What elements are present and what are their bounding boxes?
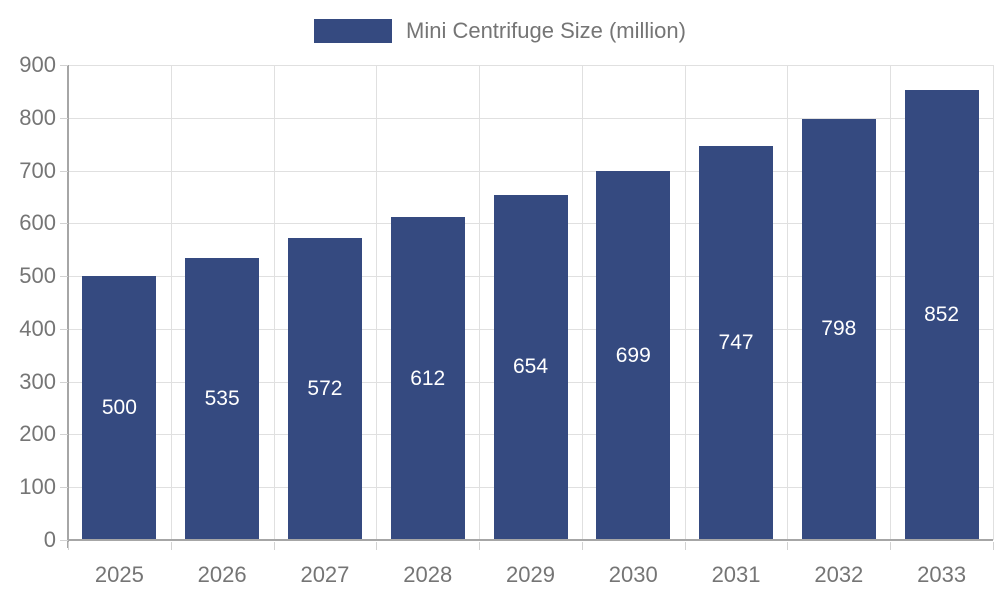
bar-2032: 798: [801, 118, 876, 540]
gridline-v: [273, 65, 275, 540]
y-tick-label: 600: [19, 210, 56, 236]
y-tick-label: 500: [19, 263, 56, 289]
bar-2025: 500: [82, 276, 157, 540]
gridline-v: [581, 65, 583, 540]
y-tick: [60, 223, 68, 225]
bar-2031: 747: [699, 145, 774, 540]
x-tick-label: 2025: [94, 562, 144, 587]
legend: Mini Centrifuge Size (million): [0, 16, 1000, 46]
x-tick-label: 2026: [197, 562, 247, 587]
bar-2033: 852: [904, 90, 979, 540]
y-tick-label: 400: [19, 315, 56, 341]
x-tick: [684, 542, 686, 550]
legend-swatch: [314, 19, 392, 43]
x-tick-label: 2031: [711, 562, 761, 587]
y-tick: [60, 381, 68, 383]
y-tick: [60, 487, 68, 489]
y-tick-label: 900: [19, 52, 56, 77]
x-tick: [581, 542, 583, 550]
x-tick: [68, 542, 69, 550]
x-tick: [479, 542, 481, 550]
y-tick: [60, 276, 68, 278]
x-tick: [993, 542, 994, 550]
bar-value-label: 852: [924, 303, 960, 327]
bar-value-label: 535: [204, 386, 240, 410]
bar-value-label: 798: [821, 317, 857, 341]
y-tick-label: 700: [19, 157, 56, 183]
bar-2030: 699: [596, 171, 671, 540]
y-tick-label: 100: [19, 474, 56, 500]
y-tick: [60, 170, 68, 172]
bar-value-label: 699: [615, 343, 651, 367]
gridline-v: [890, 65, 892, 540]
gridline-v: [170, 65, 172, 540]
gridline-v: [376, 65, 378, 540]
x-tick: [890, 542, 892, 550]
gridline-h: [68, 170, 993, 172]
x-tick-label: 2029: [506, 562, 555, 587]
x-tick-label: 2030: [608, 562, 658, 587]
bar-value-label: 747: [718, 330, 754, 354]
x-tick: [273, 542, 275, 550]
gridline-h: [68, 117, 993, 119]
bar-value-label: 654: [512, 355, 549, 379]
y-tick-label: 200: [19, 421, 56, 447]
y-tick: [60, 434, 68, 436]
y-tick: [60, 540, 68, 541]
x-tick-label: 2028: [403, 562, 453, 587]
gridline-v: [684, 65, 686, 540]
gridline-v: [993, 65, 994, 540]
y-tick: [60, 117, 68, 119]
bar-2026: 535: [185, 257, 260, 540]
x-tick-label: 2027: [300, 562, 350, 587]
y-tick: [60, 65, 68, 66]
plot-area: 500 535 572 612 654 699 747 798 852: [67, 65, 994, 548]
bar-value-label: 572: [307, 377, 343, 401]
bar-2029: 654: [493, 194, 568, 540]
bar-2028: 612: [390, 217, 465, 540]
y-tick-label: 800: [19, 104, 56, 130]
gridline-v: [479, 65, 481, 540]
x-tick-label: 2033: [917, 562, 967, 587]
bar-2027: 572: [287, 238, 362, 540]
x-tick: [376, 542, 378, 550]
y-axis-line: [67, 65, 69, 548]
x-tick: [170, 542, 172, 550]
y-tick: [60, 328, 68, 330]
y-tick-label: 0: [43, 527, 56, 552]
x-tick: [787, 542, 789, 550]
legend-label: Mini Centrifuge Size (million): [406, 18, 686, 43]
bar-value-label: 500: [101, 396, 137, 420]
bar-value-label: 612: [410, 366, 446, 390]
x-axis-line: [68, 539, 993, 541]
x-tick-label: 2032: [814, 562, 864, 587]
y-tick-label: 300: [19, 368, 56, 394]
gridline-h: [68, 65, 993, 66]
gridline-v: [787, 65, 789, 540]
